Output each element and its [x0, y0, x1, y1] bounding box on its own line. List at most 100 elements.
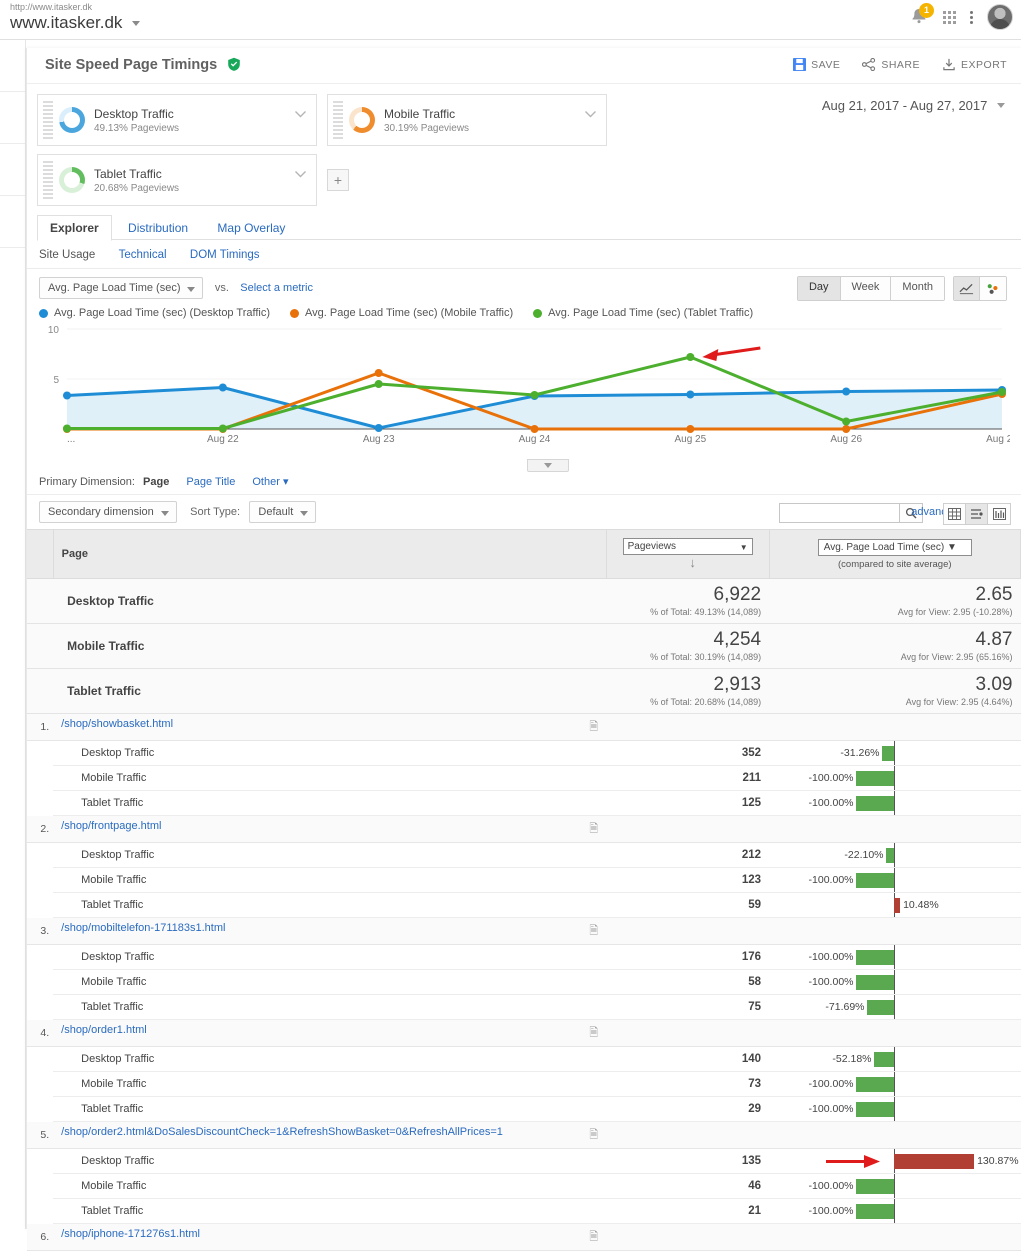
primary-dimension-page-title[interactable]: Page Title	[186, 476, 236, 488]
segment-card-tablet[interactable]: Tablet Traffic 20.68% Pageviews	[37, 154, 317, 206]
chevron-down-icon[interactable]	[295, 171, 306, 178]
search-button[interactable]	[899, 503, 923, 523]
segment-card-mobile[interactable]: Mobile Traffic 30.19% Pageviews	[327, 94, 607, 146]
primary-dimension-other[interactable]: Other ▾	[252, 476, 289, 488]
segment-pageviews: 352	[606, 740, 770, 766]
rail-section[interactable]	[0, 92, 25, 144]
header-page[interactable]: Page	[53, 529, 607, 579]
chevron-down-icon[interactable]	[585, 111, 596, 118]
segment-card-desktop[interactable]: Desktop Traffic 49.13% Pageviews	[37, 94, 317, 146]
comparison-bar	[874, 1052, 895, 1067]
row-index: 6.	[27, 1223, 54, 1251]
legend-label: Avg. Page Load Time (sec) (Tablet Traffi…	[548, 307, 754, 319]
svg-text:Aug 25: Aug 25	[674, 434, 706, 445]
summary-pageviews-value: 6,922	[713, 584, 762, 605]
tab-explorer[interactable]: Explorer	[37, 215, 112, 241]
row-pageviews-empty	[606, 1223, 770, 1251]
comparison-value: -100.00%	[808, 976, 854, 988]
export-button[interactable]: EXPORT	[942, 58, 1007, 71]
add-segment-button[interactable]: +	[327, 169, 349, 191]
summary-segment-label: Mobile Traffic	[53, 623, 607, 669]
page-row[interactable]: 2. /shop/frontpage.html 🗎	[27, 815, 1021, 843]
secondary-dimension-select[interactable]: Secondary dimension	[39, 501, 177, 523]
page-url-link[interactable]: /shop/iphone-171276s1.html	[61, 1227, 200, 1240]
comparison-axis	[894, 1047, 896, 1071]
open-page-icon[interactable]: 🗎	[589, 924, 599, 937]
metric-select[interactable]: Avg. Page Load Time (sec)	[39, 277, 204, 299]
pageviews-metric-select[interactable]: Pageviews ▼	[622, 538, 753, 555]
page-url-link[interactable]: /shop/showbasket.html	[61, 717, 174, 730]
metric-column-select[interactable]: Avg. Page Load Time (sec) ▼	[817, 538, 972, 556]
sort-type-select[interactable]: Default	[249, 501, 317, 523]
page-row[interactable]: 4. /shop/order1.html 🗎	[27, 1019, 1021, 1047]
kebab-menu-icon[interactable]	[970, 10, 973, 24]
page-row[interactable]: 3. /shop/mobiltelefon-171183s1.html 🗎	[27, 917, 1021, 945]
row-metric-empty	[769, 713, 1021, 741]
select-a-metric-link[interactable]: Select a metric	[240, 282, 313, 294]
segment-index	[27, 1072, 53, 1097]
granularity-week[interactable]: Week	[840, 277, 892, 300]
segment-pageviews: 59	[606, 892, 770, 918]
search-input[interactable]	[779, 503, 899, 523]
date-range-selector[interactable]: Aug 21, 2017 - Aug 27, 2017	[822, 98, 1005, 113]
save-button[interactable]: SAVE	[793, 58, 840, 71]
top-icon-group: 1	[909, 3, 1013, 30]
line-chart-icon[interactable]	[954, 277, 980, 300]
open-page-icon[interactable]: 🗎	[589, 1128, 599, 1141]
page-url-link[interactable]: /shop/frontpage.html	[61, 819, 162, 832]
row-index: 2.	[27, 815, 54, 843]
segment-label: Tablet Traffic	[53, 790, 607, 816]
report-actions: SAVE SHARE EXPORT	[793, 58, 1007, 71]
page-row[interactable]: 1. /shop/showbasket.html 🗎	[27, 713, 1021, 741]
rail-section[interactable]	[0, 40, 25, 92]
page-url-link[interactable]: /shop/mobiltelefon-171183s1.html	[61, 921, 226, 934]
open-page-icon[interactable]: 🗎	[589, 1026, 599, 1039]
tab-map-overlay[interactable]: Map Overlay	[217, 221, 286, 235]
date-range-label: Aug 21, 2017 - Aug 27, 2017	[821, 98, 988, 113]
granularity-day[interactable]: Day	[797, 277, 841, 300]
chart-zoom-handle[interactable]	[527, 459, 569, 472]
comparison-bar	[856, 975, 895, 990]
legend-item-mobile[interactable]: Avg. Page Load Time (sec) (Mobile Traffi…	[290, 307, 513, 319]
rail-section[interactable]	[0, 144, 25, 196]
legend-item-tablet[interactable]: Avg. Page Load Time (sec) (Tablet Traffi…	[533, 307, 753, 319]
subtab-dom-timings[interactable]: DOM Timings	[189, 249, 260, 261]
page-url-cell: /shop/mobiltelefon-171183s1.html 🗎	[53, 917, 607, 945]
drag-handle[interactable]	[43, 161, 53, 199]
drag-handle[interactable]	[333, 101, 343, 139]
table-view-icon[interactable]	[944, 504, 966, 524]
sort-descending-icon[interactable]: ↓	[689, 555, 696, 570]
subtab-site-usage[interactable]: Site Usage	[39, 249, 96, 261]
drag-handle[interactable]	[43, 101, 53, 139]
share-button[interactable]: SHARE	[862, 58, 920, 71]
open-page-icon[interactable]: 🗎	[589, 1230, 599, 1243]
page-url-link[interactable]: /shop/order1.html	[61, 1023, 147, 1036]
granularity-month[interactable]: Month	[891, 277, 944, 300]
comparison-view-icon[interactable]	[988, 504, 1010, 524]
segment-label: Mobile Traffic	[53, 969, 607, 995]
summary-segment-label: Tablet Traffic	[53, 668, 607, 714]
avatar[interactable]	[987, 4, 1013, 30]
tab-distribution[interactable]: Distribution	[128, 221, 189, 235]
notifications-button[interactable]: 1	[909, 3, 934, 28]
open-page-icon[interactable]: 🗎	[589, 822, 599, 835]
summary-metric-sub: Avg for View: 2.95 (65.16%)	[900, 652, 1013, 662]
metric-column-label: Avg. Page Load Time (sec)	[823, 541, 945, 553]
chevron-down-icon[interactable]	[295, 111, 306, 118]
page-row[interactable]: 6. /shop/iphone-171276s1.html 🗎	[27, 1223, 1021, 1251]
rail-section[interactable]	[0, 196, 25, 248]
scatter-chart-icon[interactable]	[980, 277, 1006, 300]
apps-grid-icon[interactable]	[943, 10, 956, 24]
segment-comparison-cell: -100.00%	[769, 790, 1021, 816]
primary-dimension-active[interactable]: Page	[143, 476, 170, 488]
account-name-selector[interactable]: www.itasker.dk	[10, 13, 141, 33]
pivot-view-icon[interactable]	[966, 504, 988, 524]
legend-item-desktop[interactable]: Avg. Page Load Time (sec) (Desktop Traff…	[39, 307, 270, 319]
open-page-icon[interactable]: 🗎	[589, 720, 599, 733]
segment-comparison-cell: -71.69%	[769, 994, 1021, 1020]
page-row[interactable]: 5. /shop/order2.html&DoSalesDiscountCheck…	[27, 1121, 1021, 1149]
timeseries-chart[interactable]: 5 10... Aug 22 Aug 23 Aug 24 Aug 25 Aug 26 Aug …	[39, 321, 1010, 472]
page-url-cell: /shop/order2.html&DoSalesDiscountCheck=1…	[53, 1121, 607, 1149]
page-url-link[interactable]: /shop/order2.html&DoSalesDiscountCheck=1…	[61, 1125, 503, 1138]
subtab-technical[interactable]: Technical	[118, 249, 167, 261]
